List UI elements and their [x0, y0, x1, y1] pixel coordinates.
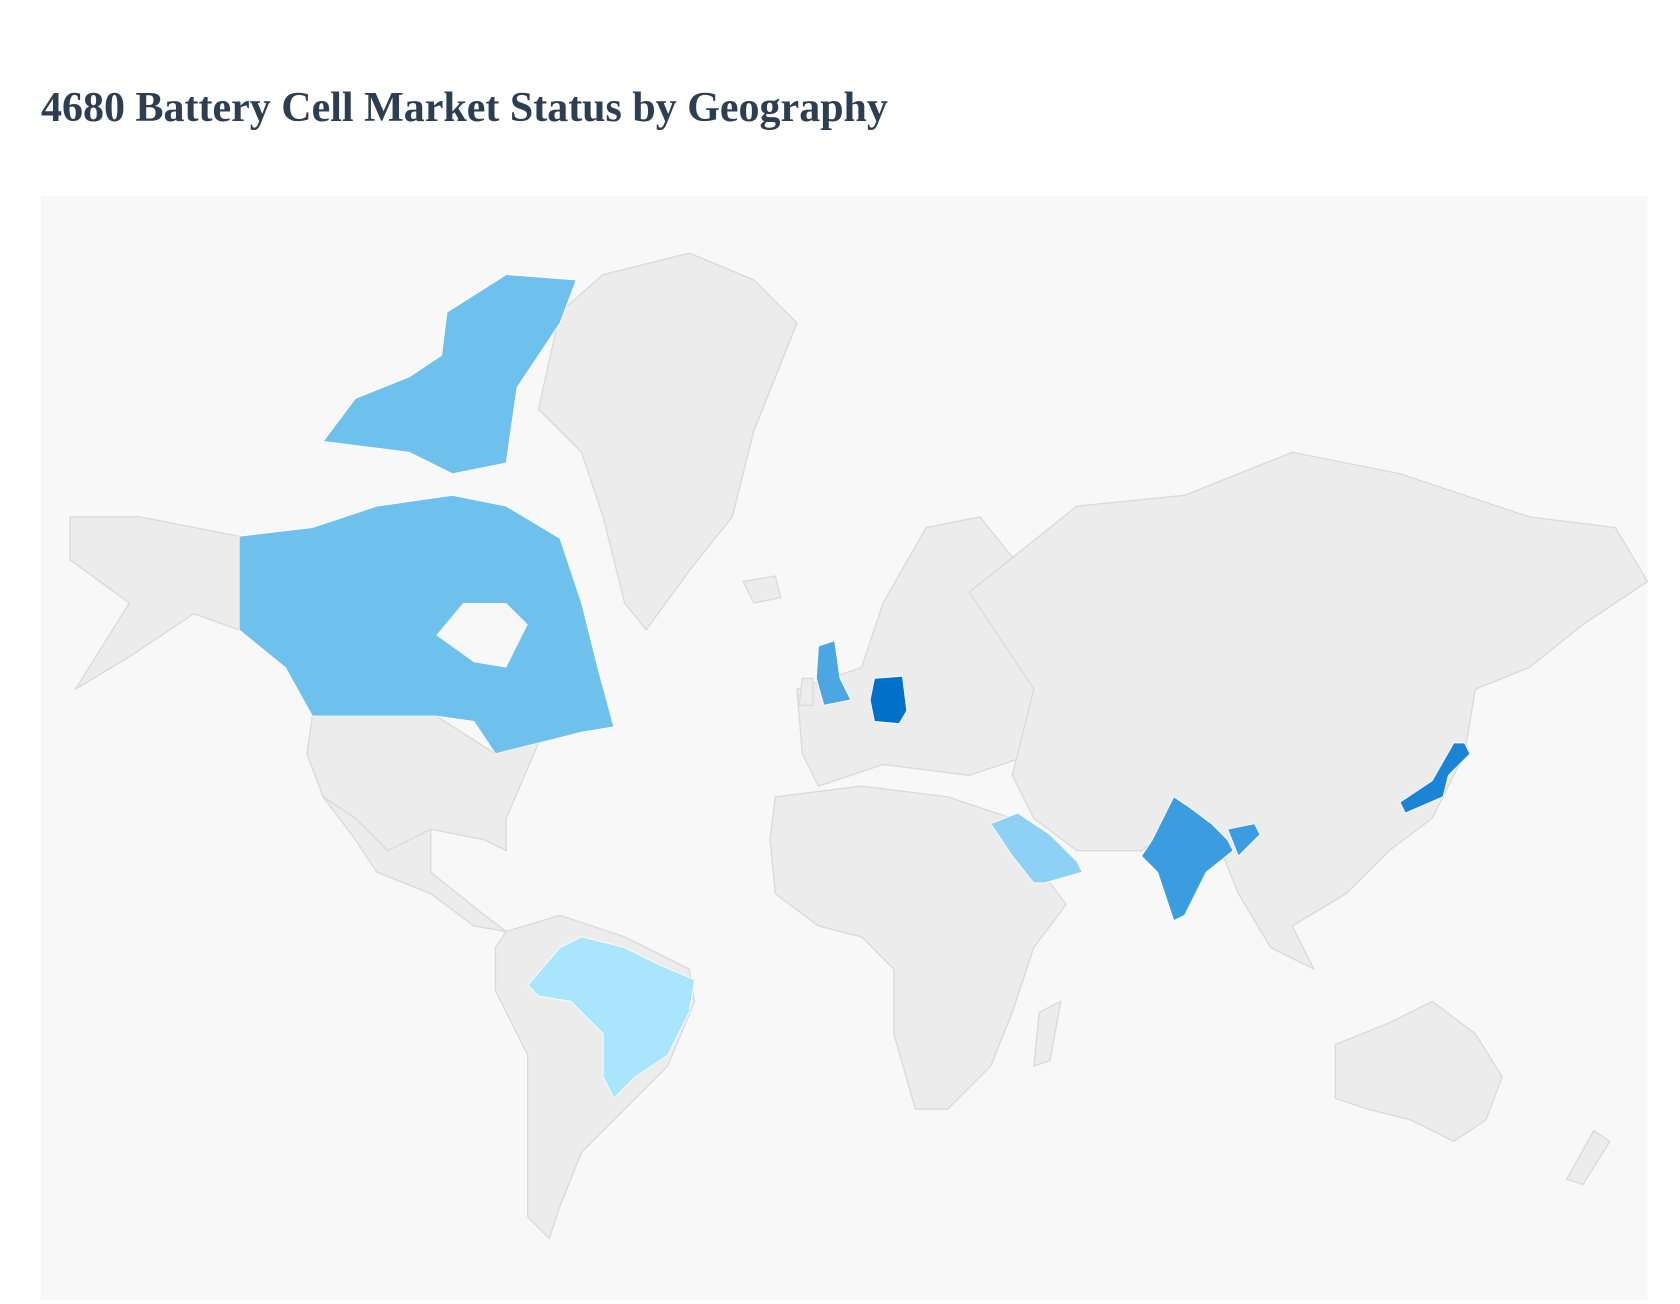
country-japan[interactable] — [1399, 742, 1471, 814]
alaska — [69, 516, 240, 690]
canada-mainland — [238, 494, 615, 755]
canada-arctic-islands — [322, 274, 577, 475]
india-northeast — [1227, 823, 1261, 857]
country-canada[interactable] — [238, 274, 615, 755]
india-main — [1140, 796, 1234, 922]
iceland — [742, 575, 782, 604]
page-title: 4680 Battery Cell Market Status by Geogr… — [41, 85, 888, 131]
madagascar — [1033, 1000, 1062, 1067]
ireland — [798, 677, 814, 706]
country-india[interactable] — [1140, 796, 1261, 922]
country-brazil[interactable] — [527, 936, 696, 1100]
asia — [968, 451, 1649, 971]
country-united-kingdom[interactable] — [815, 640, 852, 706]
africa — [769, 785, 1067, 1110]
australia — [1334, 1000, 1503, 1143]
new-zealand — [1565, 1129, 1611, 1186]
central-america — [322, 796, 507, 933]
country-saudi-arabia[interactable] — [990, 812, 1083, 884]
hudson-bay — [436, 603, 528, 668]
country-germany[interactable] — [869, 675, 908, 725]
greenland — [537, 252, 798, 631]
